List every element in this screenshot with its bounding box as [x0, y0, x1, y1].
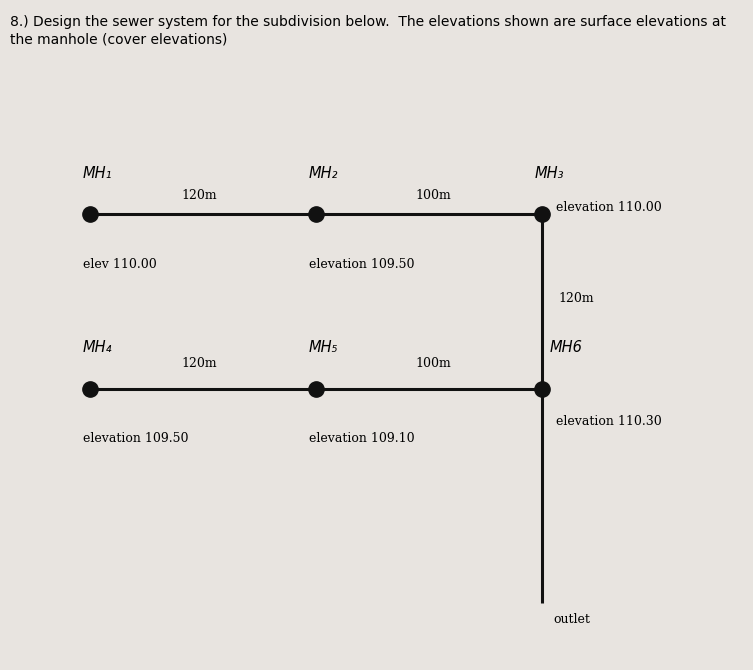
Text: MH₂: MH₂ — [309, 166, 338, 181]
Text: elev 110.00: elev 110.00 — [83, 258, 157, 271]
Text: MH₁: MH₁ — [83, 166, 112, 181]
Text: elevation 110.00: elevation 110.00 — [556, 201, 661, 214]
Text: elevation 109.10: elevation 109.10 — [309, 432, 414, 445]
Text: MH₃: MH₃ — [535, 166, 564, 181]
Text: MH₅: MH₅ — [309, 340, 338, 355]
Text: MH₄: MH₄ — [83, 340, 112, 355]
Text: the manhole (cover elevations): the manhole (cover elevations) — [10, 32, 227, 46]
Text: elevation 109.50: elevation 109.50 — [309, 258, 414, 271]
Text: elevation 110.30: elevation 110.30 — [556, 415, 661, 428]
Text: 8.) Design the sewer system for the subdivision below.  The elevations shown are: 8.) Design the sewer system for the subd… — [10, 15, 726, 29]
Text: 120m: 120m — [181, 190, 218, 202]
Text: 100m: 100m — [415, 190, 451, 202]
Text: 120m: 120m — [559, 291, 594, 305]
Text: 120m: 120m — [181, 357, 218, 370]
Text: MH6: MH6 — [550, 340, 583, 355]
Text: elevation 109.50: elevation 109.50 — [83, 432, 188, 445]
Text: 100m: 100m — [415, 357, 451, 370]
Text: outlet: outlet — [553, 613, 590, 626]
